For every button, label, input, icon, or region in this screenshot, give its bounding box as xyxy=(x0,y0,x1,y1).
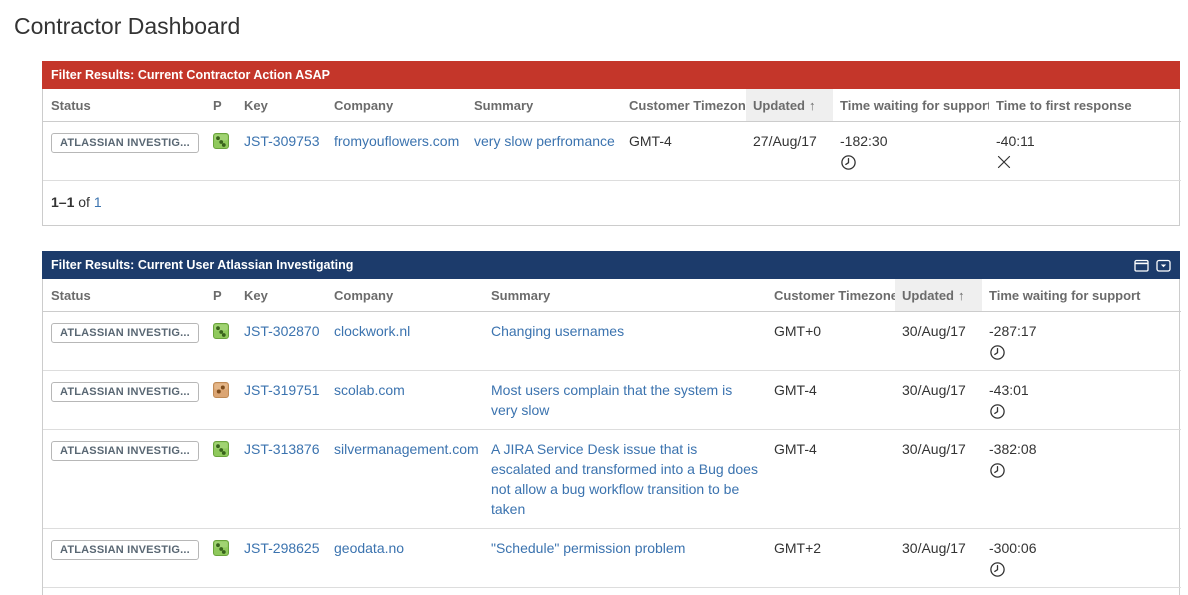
pagination: 1–1 of 1 xyxy=(43,181,1179,225)
clock-icon xyxy=(989,561,1006,578)
col-updated-sorted[interactable]: Updated ↑ xyxy=(746,89,833,122)
time-waiting-cell: -287:17 xyxy=(982,311,1181,371)
col-time-waiting[interactable]: Time waiting for support xyxy=(982,279,1181,312)
status-badge: ATLASSIAN INVESTIG... xyxy=(51,133,199,153)
customer-timezone-cell: GMT-4 xyxy=(767,429,895,529)
col-company[interactable]: Company xyxy=(327,89,467,122)
col-status[interactable]: Status xyxy=(43,89,206,122)
table-header-row: Status P Key Company Summary Customer Ti… xyxy=(43,279,1181,312)
updated-cell: 30/Aug/17 xyxy=(895,311,982,371)
company-link[interactable]: clockwork.nl xyxy=(334,323,411,339)
x-icon xyxy=(996,154,1013,171)
pagination: 1–4 of 4 xyxy=(43,588,1179,595)
issue-key-link[interactable]: JST-298625 xyxy=(244,540,320,556)
time-waiting-cell: -182:30 xyxy=(833,121,989,181)
time-waiting-cell: -43:01 xyxy=(982,370,1181,430)
table-row: ATLASSIAN INVESTIG... JST-298625 geodata… xyxy=(43,528,1181,588)
customer-timezone-cell: GMT-4 xyxy=(767,370,895,430)
time-first-response-cell: -40:11 xyxy=(989,121,1181,181)
gadget-title: Filter Results: Current User Atlassian I… xyxy=(51,258,354,272)
status-badge: ATLASSIAN INVESTIG... xyxy=(51,382,199,402)
priority-icon xyxy=(213,133,229,149)
table-row: ATLASSIAN INVESTIG... JST-319751 scolab.… xyxy=(43,370,1181,430)
priority-icon xyxy=(213,382,229,398)
status-badge: ATLASSIAN INVESTIG... xyxy=(51,540,199,560)
updated-cell: 30/Aug/17 xyxy=(895,429,982,529)
table-header-row: Status P Key Company Summary Customer Ti… xyxy=(43,89,1181,122)
sort-ascending-icon: ↑ xyxy=(809,98,816,113)
col-summary[interactable]: Summary xyxy=(484,279,767,312)
time-waiting-cell: -382:08 xyxy=(982,429,1181,529)
time-waiting-cell: -300:06 xyxy=(982,528,1181,588)
sort-ascending-icon: ↑ xyxy=(958,288,965,303)
updated-cell: 30/Aug/17 xyxy=(895,370,982,430)
gadget-header: Filter Results: Current User Atlassian I… xyxy=(42,251,1180,279)
gadget-header: Filter Results: Current Contractor Actio… xyxy=(42,61,1180,89)
status-badge: ATLASSIAN INVESTIG... xyxy=(51,323,199,343)
company-link[interactable]: scolab.com xyxy=(334,382,405,398)
clock-icon xyxy=(989,344,1006,361)
col-priority[interactable]: P xyxy=(206,89,237,122)
issue-key-link[interactable]: JST-319751 xyxy=(244,382,320,398)
issue-key-link[interactable]: JST-309753 xyxy=(244,133,320,149)
gadget-maximize-icon[interactable] xyxy=(1134,258,1149,273)
col-status[interactable]: Status xyxy=(43,279,206,312)
table-row: ATLASSIAN INVESTIG... JST-309753 fromyou… xyxy=(43,121,1181,181)
col-summary[interactable]: Summary xyxy=(467,89,622,122)
company-link[interactable]: fromyouflowers.com xyxy=(334,133,460,149)
col-customer-timezone[interactable]: Customer Timezone xyxy=(767,279,895,312)
company-link[interactable]: silvermanagement.com xyxy=(334,441,479,457)
col-updated-sorted[interactable]: Updated ↑ xyxy=(895,279,982,312)
gadget-atlassian-investigating: Filter Results: Current User Atlassian I… xyxy=(42,251,1181,595)
issue-key-link[interactable]: JST-313876 xyxy=(244,441,320,457)
gadget-body: Status P Key Company Summary Customer Ti… xyxy=(42,279,1181,595)
filter-results-table: Status P Key Company Summary Customer Ti… xyxy=(43,89,1181,181)
pagination-of: of xyxy=(78,194,90,210)
filter-results-table: Status P Key Company Summary Customer Ti… xyxy=(43,279,1181,588)
pagination-range: 1–1 xyxy=(51,194,75,210)
clock-icon xyxy=(840,154,857,171)
issue-key-link[interactable]: JST-302870 xyxy=(244,323,320,339)
customer-timezone-cell: GMT-4 xyxy=(622,121,746,181)
col-time-waiting[interactable]: Time waiting for support xyxy=(833,89,989,122)
priority-icon xyxy=(213,323,229,339)
clock-icon xyxy=(989,403,1006,420)
col-company[interactable]: Company xyxy=(327,279,484,312)
summary-link[interactable]: Changing usernames xyxy=(491,323,625,339)
summary-link[interactable]: A JIRA Service Desk issue that is escala… xyxy=(491,441,758,517)
col-key[interactable]: Key xyxy=(237,89,327,122)
summary-link[interactable]: "Schedule" permission problem xyxy=(491,540,686,556)
table-row: ATLASSIAN INVESTIG... JST-302870 clockwo… xyxy=(43,311,1181,371)
priority-icon xyxy=(213,441,229,457)
table-row: ATLASSIAN INVESTIG... JST-313876 silverm… xyxy=(43,429,1181,529)
updated-cell: 27/Aug/17 xyxy=(746,121,833,181)
summary-link[interactable]: Most users complain that the system is v… xyxy=(491,382,733,418)
gadget-body: Status P Key Company Summary Customer Ti… xyxy=(42,89,1181,226)
customer-timezone-cell: GMT+0 xyxy=(767,311,895,371)
gadget-menu-icon[interactable] xyxy=(1156,258,1171,273)
gadget-contractor-action-asap: Filter Results: Current Contractor Actio… xyxy=(42,61,1181,226)
col-customer-timezone[interactable]: Customer Timezone xyxy=(622,89,746,122)
col-time-first-response[interactable]: Time to first response xyxy=(989,89,1181,122)
summary-link[interactable]: very slow perfromance xyxy=(474,133,615,149)
customer-timezone-cell: GMT+2 xyxy=(767,528,895,588)
company-link[interactable]: geodata.no xyxy=(334,540,405,556)
col-priority[interactable]: P xyxy=(206,279,237,312)
page-title: Contractor Dashboard xyxy=(14,13,241,39)
gadget-title: Filter Results: Current Contractor Actio… xyxy=(51,68,330,82)
status-badge: ATLASSIAN INVESTIG... xyxy=(51,441,199,461)
updated-cell: 30/Aug/17 xyxy=(895,528,982,588)
clock-icon xyxy=(989,462,1006,479)
pagination-total-link[interactable]: 1 xyxy=(93,194,102,210)
priority-icon xyxy=(213,540,229,556)
col-key[interactable]: Key xyxy=(237,279,327,312)
